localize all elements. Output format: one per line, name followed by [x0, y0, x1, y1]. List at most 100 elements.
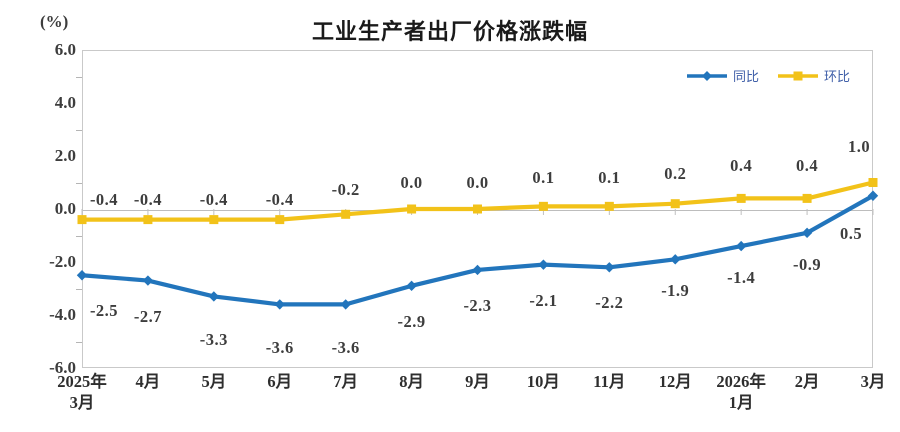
data-label: -2.5 — [89, 301, 119, 321]
y-axis-tick-label: 4.0 — [54, 93, 76, 112]
data-point-marker — [604, 201, 614, 211]
y-axis-tick-label: -2.0 — [49, 252, 76, 271]
x-axis-tick-label-line: 10月 — [526, 372, 560, 391]
x-axis-tick-label: 5月 — [169, 372, 259, 393]
x-axis-tick-label-line: 9月 — [465, 372, 490, 391]
x-axis-tick-label-line: 4月 — [135, 372, 161, 391]
y-axis-tick-mark — [76, 235, 83, 237]
legend-label: 环比 — [824, 69, 851, 84]
x-axis-tick-label: 8月 — [367, 372, 457, 393]
data-point-marker — [406, 280, 417, 292]
x-axis-tick-label-line: 2025年 — [57, 372, 107, 391]
data-point-marker — [208, 291, 220, 302]
y-axis-tick-label: -4.0 — [49, 305, 76, 324]
data-label: -3.6 — [265, 338, 294, 358]
chart-legend: 同比 环比 — [686, 66, 850, 85]
data-point-marker — [142, 275, 154, 286]
y-axis-tick-label: -6.0 — [49, 358, 76, 377]
series-tongbi — [76, 190, 879, 310]
data-point-marker — [670, 254, 681, 265]
data-label: -1.9 — [661, 281, 690, 301]
data-point-marker — [801, 227, 813, 239]
data-label: -2.9 — [397, 311, 426, 331]
x-axis-tick-label-line: 5月 — [201, 372, 227, 391]
x-axis-tick-label-line: 12月 — [658, 372, 692, 391]
y-axis-tick-mark — [76, 182, 83, 184]
x-axis-tick-label: 2026年 1月 — [696, 372, 786, 413]
series-huanbi — [77, 178, 878, 225]
y-axis-unit-label: (%) — [40, 12, 69, 31]
y-axis-tick-labels: 6.0 4.0 2.0 0.0 -2.0 -4.0 -6.0 — [10, 40, 83, 377]
x-axis-tick-label-line: 3月 — [860, 372, 886, 391]
data-label: -2.7 — [133, 306, 162, 326]
x-axis-tick-label-line: 6月 — [267, 372, 293, 391]
data-label: 1.0 — [847, 136, 871, 156]
series-layer — [76, 178, 879, 310]
y-axis-tick-mark — [76, 288, 83, 290]
x-axis-tick-label-line: 1月 — [728, 392, 754, 412]
x-axis-tick-labels: 2025年 3月 4月 5月 6月 7月 8月 9月 10月 11月 12月 2026年 1月 2月 3月 — [57, 372, 885, 430]
data-point-marker — [340, 299, 351, 310]
page-title: 工业生产者出厂价格涨跌幅 — [311, 19, 588, 44]
data-label: -3.6 — [331, 338, 360, 358]
data-label: -1.4 — [727, 268, 756, 288]
data-point-marker — [275, 215, 285, 225]
data-point-marker — [802, 193, 812, 203]
data-point-marker — [209, 215, 219, 225]
x-axis-tick-label: 7月 — [301, 372, 391, 393]
x-axis-tick-label-line: 11月 — [593, 372, 626, 391]
diamond-marker-icon — [687, 70, 727, 81]
data-label: -0.9 — [793, 254, 822, 274]
data-point-marker — [341, 209, 351, 219]
x-axis-tick-label: 11月 — [564, 372, 654, 393]
data-label: -0.4 — [89, 189, 119, 209]
y-axis-tick-label: 6.0 — [54, 40, 76, 59]
x-axis-tick-label-line: 7月 — [333, 372, 359, 391]
data-label: 0.5 — [839, 223, 863, 243]
x-axis-tick-label: 3月 — [828, 372, 900, 393]
data-point-marker — [76, 270, 88, 281]
data-label: -0.4 — [199, 189, 228, 209]
y-axis-tick-mark — [76, 341, 83, 343]
data-label: 0.1 — [598, 168, 621, 188]
data-point-marker — [77, 215, 87, 225]
data-point-marker — [472, 264, 483, 276]
data-label: -0.4 — [133, 189, 162, 209]
data-point-marker — [604, 262, 615, 273]
legend-item-huanbi[interactable]: 环比 — [777, 66, 850, 85]
data-point-marker — [670, 199, 680, 209]
data-label: -0.2 — [331, 180, 360, 200]
data-point-marker — [538, 259, 549, 270]
data-label: -0.4 — [265, 189, 294, 209]
data-label: 0.2 — [664, 163, 687, 183]
data-label: 0.4 — [796, 156, 819, 176]
data-label: 0.0 — [466, 173, 489, 192]
data-point-marker — [407, 204, 417, 214]
data-point-marker — [473, 204, 482, 214]
data-label: 0.0 — [400, 173, 423, 192]
y-axis-tick-label: 0.0 — [54, 199, 76, 218]
y-axis-tick-mark — [76, 129, 83, 131]
square-marker-icon — [778, 71, 819, 80]
x-axis-tick-label-line: 2月 — [794, 372, 820, 391]
data-point-marker — [868, 178, 878, 187]
x-axis-tick-label: 2025年 3月 — [37, 372, 127, 413]
data-point-marker — [274, 299, 285, 310]
data-label: -2.2 — [595, 293, 624, 313]
data-point-marker — [736, 193, 746, 203]
y-axis-tick-mark — [76, 76, 83, 78]
data-label: -3.3 — [199, 330, 228, 350]
legend-item-tongbi[interactable]: 同比 — [686, 66, 759, 85]
x-axis-tick-label: 2月 — [762, 372, 852, 393]
data-label: 0.1 — [532, 168, 555, 188]
x-axis-tick-label: 10月 — [498, 372, 588, 393]
data-point-marker — [143, 215, 153, 225]
y-axis-tick-label: 2.0 — [54, 146, 76, 165]
x-axis-tick-label-line: 2026年 — [716, 372, 766, 391]
x-axis-tick-label-line: 3月 — [69, 392, 95, 412]
x-axis-tick-label: 6月 — [235, 372, 325, 393]
x-axis-tick-label: 9月 — [433, 372, 523, 393]
data-point-marker — [538, 201, 548, 211]
data-label: -2.1 — [529, 290, 558, 310]
